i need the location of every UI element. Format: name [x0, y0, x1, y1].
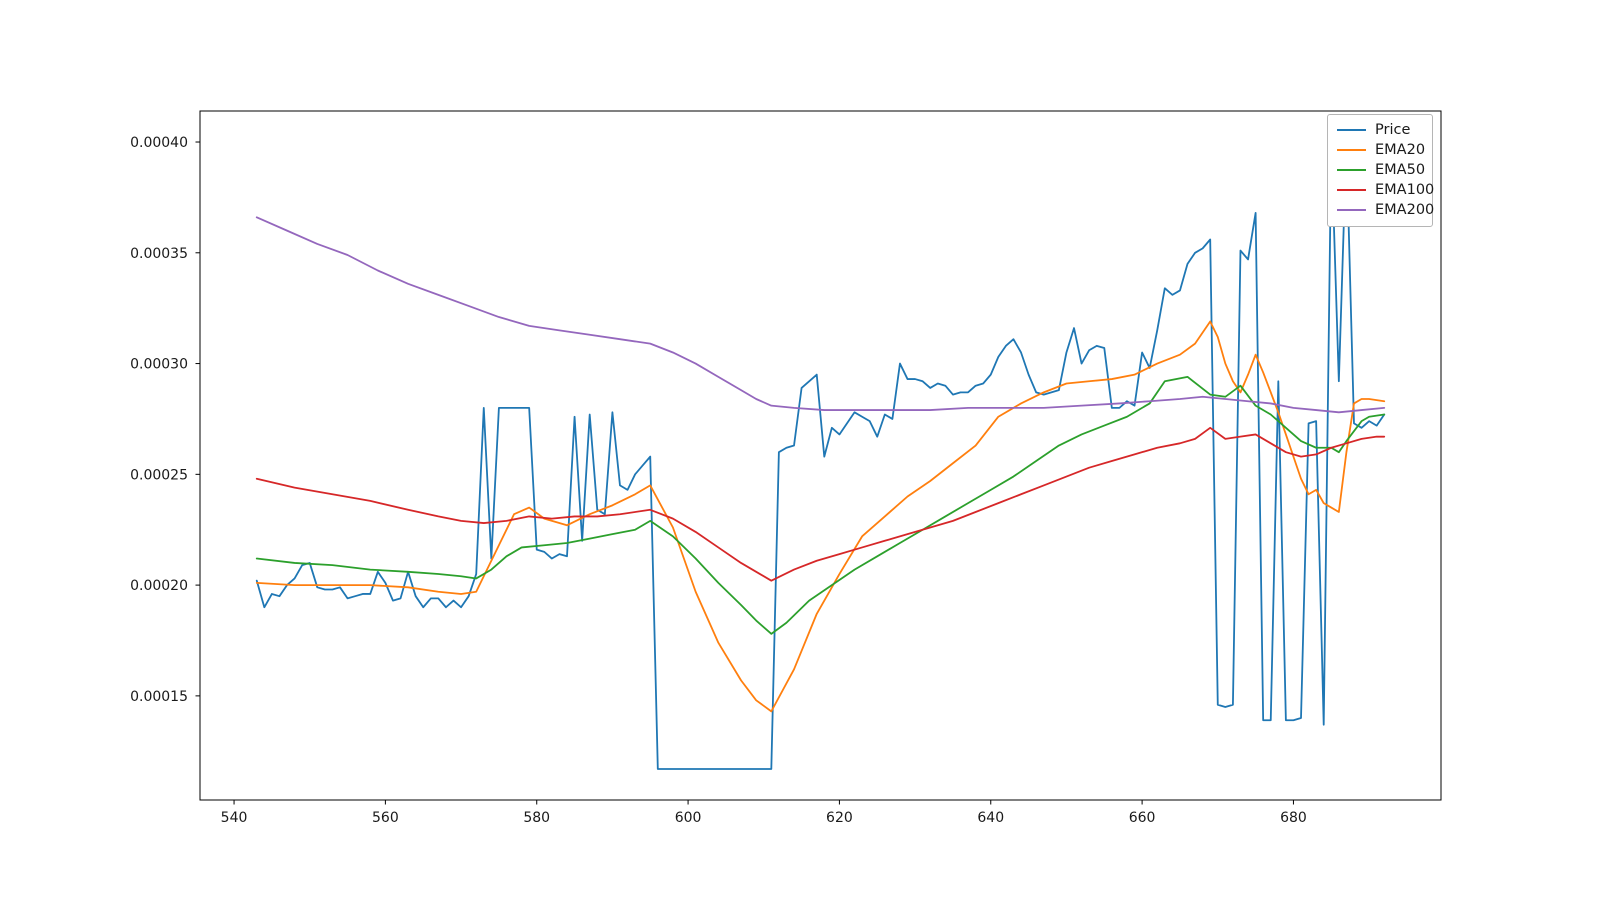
legend-line-sample-icon: [1337, 188, 1366, 192]
x-tick-label: 560: [372, 810, 399, 826]
series-line-price: [255, 141, 1386, 770]
legend-label: EMA20: [1375, 142, 1426, 158]
plot-border: [199, 110, 1442, 801]
legend: Price EMA20 EMA50 EMA100 EMA200: [1327, 114, 1434, 227]
series-line-ema200: [255, 216, 1386, 414]
legend-item-price: Price: [1337, 120, 1424, 140]
y-tick-label: 0.00020: [130, 578, 188, 594]
y-tick-label: 0.00030: [130, 357, 188, 373]
series-line-ema100: [255, 426, 1386, 582]
x-tick-label: 680: [1280, 810, 1307, 826]
legend-item-ema200: EMA200: [1337, 200, 1434, 220]
legend-item-ema100: EMA100: [1337, 180, 1434, 200]
legend-item-ema50: EMA50: [1337, 160, 1426, 180]
x-tick-label: 600: [675, 810, 702, 826]
legend-line-sample-icon: [1337, 148, 1366, 152]
x-tick-label: 580: [523, 810, 550, 826]
legend-label: EMA100: [1375, 182, 1435, 198]
y-tick-label: 0.00035: [130, 246, 188, 262]
y-tick-label: 0.00015: [130, 689, 188, 705]
legend-line-sample-icon: [1337, 168, 1366, 172]
legend-label: Price: [1375, 122, 1411, 138]
series-line-ema50: [255, 375, 1386, 635]
series-line-ema20: [255, 320, 1386, 713]
legend-line-sample-icon: [1337, 128, 1366, 132]
x-tick-label: 620: [826, 810, 853, 826]
x-tick-label: 660: [1129, 810, 1156, 826]
legend-label: EMA200: [1375, 202, 1435, 218]
y-tick-label: 0.00040: [130, 135, 188, 151]
legend-label: EMA50: [1375, 162, 1426, 178]
x-tick-label: 540: [221, 810, 248, 826]
x-tick-label: 640: [977, 810, 1004, 826]
y-tick-label: 0.00025: [130, 467, 188, 483]
legend-item-ema20: EMA20: [1337, 140, 1426, 160]
legend-line-sample-icon: [1337, 208, 1366, 212]
